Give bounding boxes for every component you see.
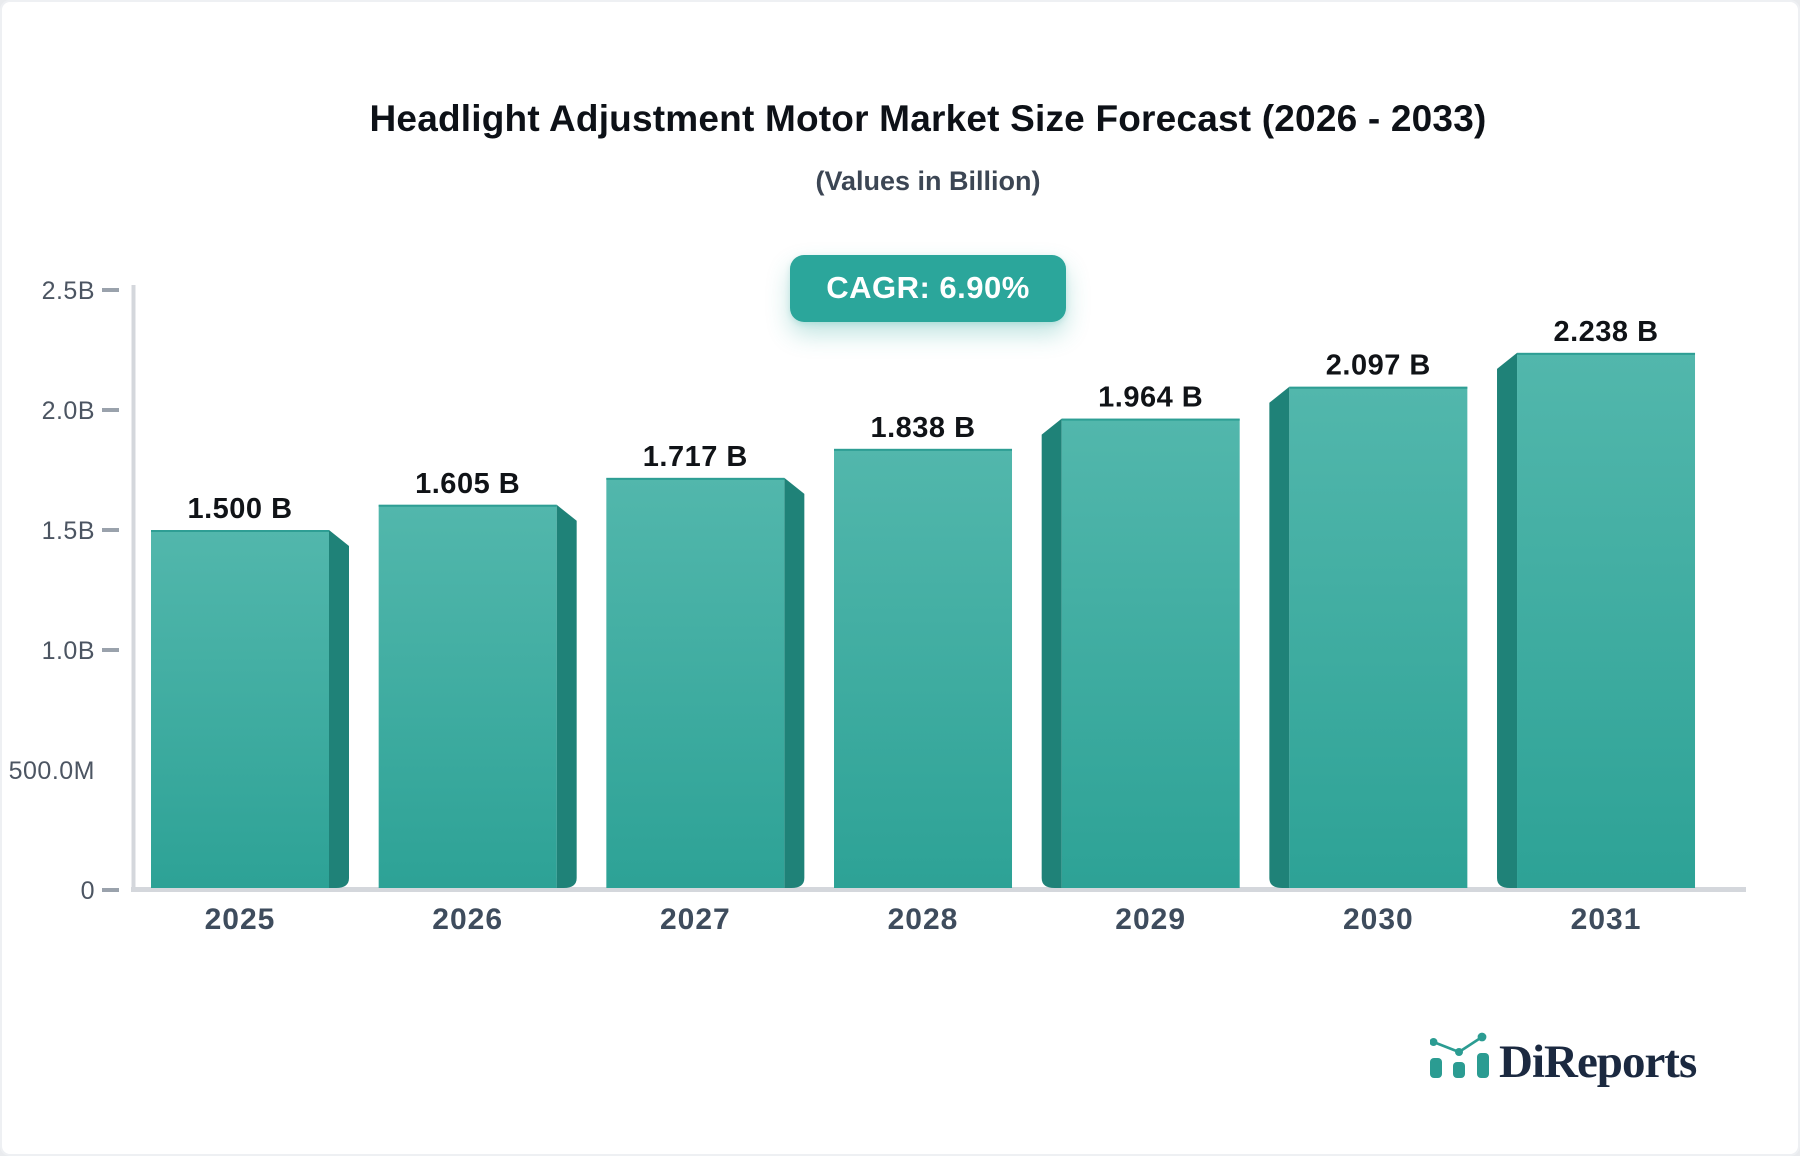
x-axis-label: 2031 bbox=[1571, 903, 1642, 936]
bar bbox=[1517, 352, 1696, 888]
direports-logo-icon bbox=[1430, 1032, 1489, 1078]
bar-value-label: 1.964 B bbox=[1098, 382, 1203, 414]
badge-row: CAGR: 6.90% bbox=[28, 255, 1798, 322]
bar bbox=[606, 477, 785, 888]
bar bbox=[1061, 418, 1240, 888]
bar bbox=[378, 504, 557, 888]
bar-value-label: 1.717 B bbox=[643, 441, 748, 473]
bar-value-label: 2.238 B bbox=[1553, 316, 1658, 348]
bar bbox=[834, 448, 1013, 888]
y-tick-label: 2.0B bbox=[42, 397, 95, 425]
bar-3d-side bbox=[556, 504, 577, 888]
y-tick-label: 500.0M bbox=[9, 757, 95, 785]
bar-3d-side bbox=[1497, 352, 1518, 888]
x-axis-label: 2028 bbox=[888, 903, 959, 936]
y-axis-line bbox=[131, 285, 136, 890]
x-axis-label: 2027 bbox=[660, 903, 731, 936]
y-tick-label: 1.5B bbox=[42, 517, 95, 545]
bar-3d-side bbox=[784, 477, 805, 888]
x-axis-label: 2026 bbox=[432, 903, 503, 936]
cagr-badge: CAGR: 6.90% bbox=[790, 255, 1066, 322]
y-tick-label: 0 bbox=[81, 877, 95, 905]
bar-value-label: 1.605 B bbox=[415, 468, 520, 500]
bar-value-label: 1.838 B bbox=[870, 412, 975, 444]
y-tick-label: 1.0B bbox=[42, 637, 95, 665]
y-tick-label: 2.5B bbox=[42, 277, 95, 305]
bar-3d-side bbox=[1269, 386, 1290, 888]
bar bbox=[151, 530, 329, 888]
x-axis-label: 2029 bbox=[1115, 903, 1186, 936]
bar-value-label: 1.500 B bbox=[187, 493, 292, 525]
x-axis-line bbox=[131, 887, 1746, 892]
bar-value-label: 2.097 B bbox=[1326, 350, 1431, 382]
x-axis-label: 2030 bbox=[1343, 903, 1414, 936]
bar-3d-side bbox=[329, 530, 349, 888]
brand-name: DiReports bbox=[1499, 1036, 1697, 1088]
bar-3d-side bbox=[1041, 418, 1062, 888]
chart-subtitle: (Values in Billion) bbox=[815, 166, 1041, 196]
x-axis-label: 2025 bbox=[205, 903, 276, 936]
chart-title: Headlight Adjustment Motor Market Size F… bbox=[369, 98, 1487, 139]
bar bbox=[1289, 386, 1468, 888]
brand-logo: DiReports bbox=[1430, 1032, 1697, 1088]
